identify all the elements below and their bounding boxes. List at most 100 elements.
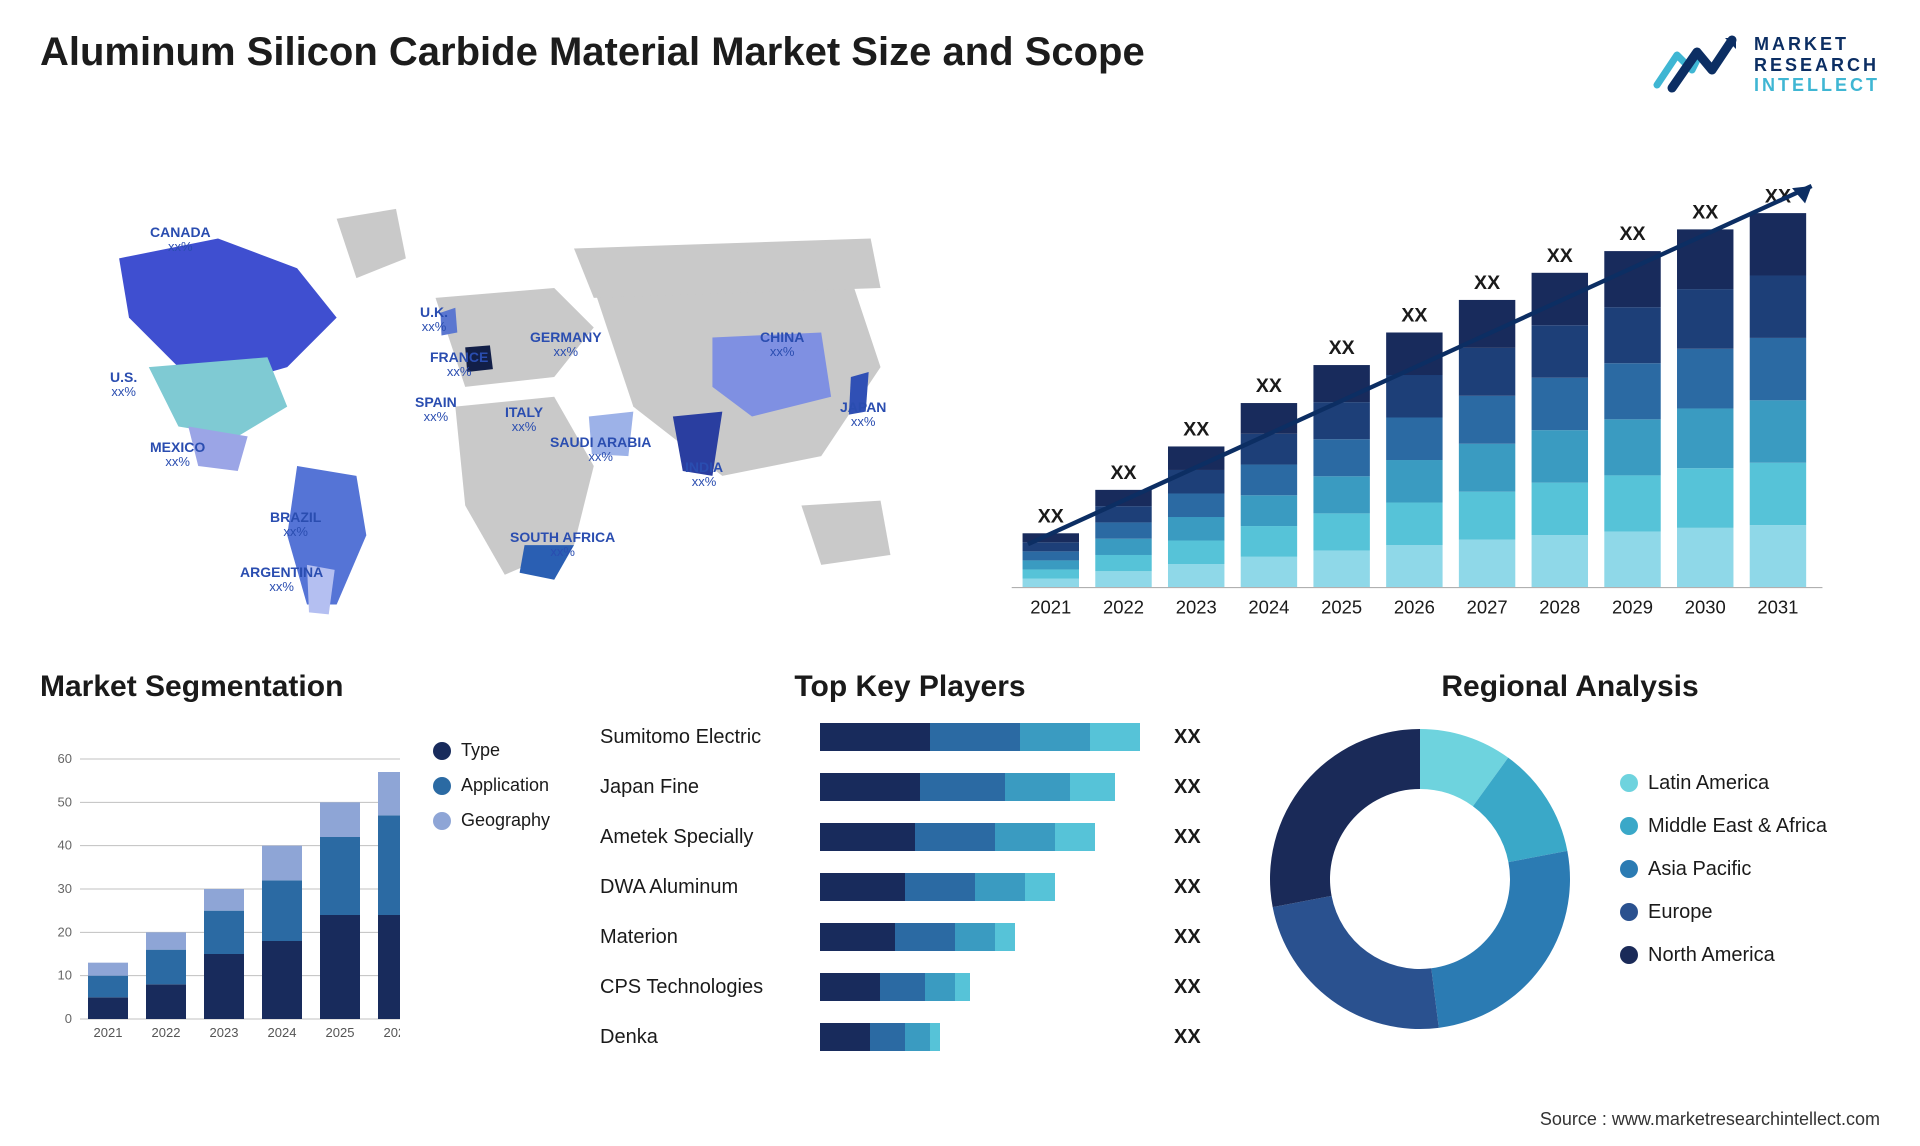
regional-panel: Regional Analysis Latin America Middle Ea…	[1260, 670, 1880, 1090]
player-bar-seg	[820, 823, 915, 851]
player-bar-seg	[955, 923, 995, 951]
growth-bar-seg	[1168, 517, 1224, 541]
map-label-argentina: ARGENTINAxx%	[240, 565, 323, 595]
player-name: Materion	[600, 926, 820, 949]
player-name: DWA Aluminum	[600, 876, 820, 899]
map-label-france: FRANCExx%	[430, 350, 488, 380]
growth-bar-label: XX	[1619, 223, 1645, 245]
player-bar-seg	[880, 973, 925, 1001]
seg-bar-seg	[88, 997, 128, 1019]
growth-bar-label: XX	[1547, 245, 1573, 267]
seg-ytick: 60	[58, 751, 72, 766]
map-label-italy: ITALYxx%	[505, 405, 543, 435]
seg-bar-seg	[204, 889, 244, 911]
growth-bar-seg	[1750, 463, 1806, 525]
growth-svg: XX2021XX2022XX2023XX2024XX2025XX2026XX20…	[990, 110, 1880, 653]
player-bar-seg	[930, 723, 1020, 751]
legend-dot	[433, 812, 451, 830]
seg-bar-seg	[88, 963, 128, 976]
player-row: Japan FineXX	[600, 769, 1220, 805]
legend-dot	[1620, 774, 1638, 792]
player-value: XX	[1174, 1026, 1201, 1049]
player-bar	[820, 1023, 1160, 1051]
legend-dot	[1620, 946, 1638, 964]
legend-dot	[433, 742, 451, 760]
legend-dot	[1620, 903, 1638, 921]
growth-bar-seg	[1386, 418, 1442, 461]
growth-bar-label: XX	[1110, 462, 1136, 484]
player-bar	[820, 823, 1160, 851]
growth-year-label: 2030	[1685, 597, 1726, 618]
player-name: CPS Technologies	[600, 976, 820, 999]
player-bar-seg	[920, 773, 1005, 801]
seg-legend-item: Geography	[433, 810, 550, 831]
players-title: Top Key Players	[600, 670, 1220, 704]
donut-seg	[1431, 851, 1570, 1028]
player-bar-seg	[995, 923, 1015, 951]
player-bar-seg	[995, 823, 1055, 851]
growth-bar-seg	[1241, 465, 1297, 496]
growth-year-label: 2025	[1321, 597, 1362, 618]
legend-label: Type	[461, 740, 500, 761]
growth-bar-seg	[1750, 213, 1806, 275]
growth-bar-seg	[1459, 492, 1515, 540]
map-label-spain: SPAINxx%	[415, 395, 457, 425]
growth-bar-label: XX	[1256, 375, 1282, 397]
growth-bar-seg	[1677, 349, 1733, 409]
growth-year-label: 2021	[1030, 597, 1071, 618]
regional-legend-item: Middle East & Africa	[1620, 815, 1827, 838]
player-bar-seg	[820, 973, 880, 1001]
donut-svg	[1260, 719, 1580, 1039]
growth-bar-seg	[1677, 528, 1733, 588]
legend-label: Middle East & Africa	[1648, 815, 1827, 838]
growth-bar-seg	[1313, 550, 1369, 587]
map-label-uk: U.K.xx%	[420, 305, 448, 335]
map-label-southafrica: SOUTH AFRICAxx%	[510, 530, 615, 560]
growth-year-label: 2022	[1103, 597, 1144, 618]
growth-bar-seg	[1677, 229, 1733, 289]
regional-legend: Latin AmericaMiddle East & AfricaAsia Pa…	[1620, 772, 1827, 987]
seg-ytick: 10	[58, 968, 72, 983]
seg-bar-seg	[204, 911, 244, 954]
seg-ytick: 50	[58, 794, 72, 809]
regional-legend-item: Latin America	[1620, 772, 1827, 795]
growth-year-label: 2029	[1612, 597, 1653, 618]
bottom-row: Market Segmentation 01020304050602021202…	[40, 670, 1880, 1090]
seg-year-label: 2024	[268, 1025, 297, 1040]
growth-bar-seg	[1459, 444, 1515, 492]
growth-chart: XX2021XX2022XX2023XX2024XX2025XX2026XX20…	[990, 110, 1880, 630]
map-label-canada: CANADAxx%	[150, 225, 211, 255]
growth-year-label: 2027	[1467, 597, 1508, 618]
growth-bar-seg	[1241, 557, 1297, 588]
regional-legend-item: North America	[1620, 944, 1827, 967]
legend-label: North America	[1648, 944, 1775, 967]
growth-year-label: 2031	[1757, 597, 1798, 618]
player-value: XX	[1174, 726, 1201, 749]
player-bar	[820, 923, 1160, 951]
player-bar-seg	[870, 1023, 905, 1051]
map-label-brazil: BRAZILxx%	[270, 510, 321, 540]
growth-year-label: 2028	[1539, 597, 1580, 618]
player-name: Denka	[600, 1026, 820, 1049]
player-value: XX	[1174, 826, 1201, 849]
growth-bar-seg	[1313, 439, 1369, 476]
growth-bar-seg	[1023, 569, 1079, 578]
player-bar-seg	[915, 823, 995, 851]
map-region-usa	[149, 357, 287, 436]
player-bar-seg	[895, 923, 955, 951]
seg-bar-seg	[146, 984, 186, 1019]
seg-bar-seg	[320, 837, 360, 915]
map-label-germany: GERMANYxx%	[530, 330, 602, 360]
legend-label: Europe	[1648, 901, 1713, 924]
player-bar-seg	[820, 723, 930, 751]
legend-label: Latin America	[1648, 772, 1769, 795]
growth-bar-seg	[1023, 551, 1079, 560]
player-bar-seg	[955, 973, 970, 1001]
growth-bar-seg	[1023, 579, 1079, 588]
player-bar-seg	[1020, 723, 1090, 751]
regional-title: Regional Analysis	[1260, 670, 1880, 704]
players-list: Sumitomo ElectricXXJapan FineXXAmetek Sp…	[600, 719, 1220, 1055]
growth-bar-seg	[1023, 560, 1079, 569]
growth-bar-label: XX	[1401, 305, 1427, 327]
growth-bar-seg	[1604, 531, 1660, 587]
